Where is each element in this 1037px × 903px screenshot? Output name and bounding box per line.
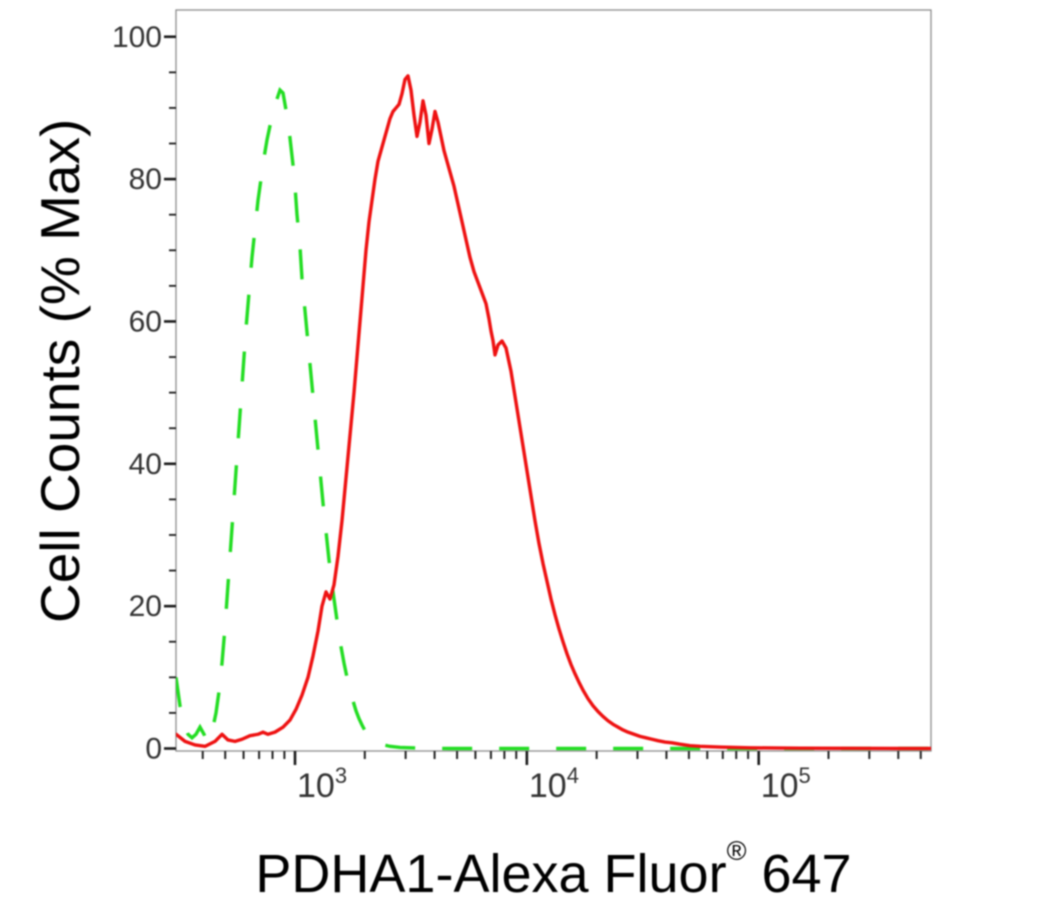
svg-text:20: 20 [129,590,162,623]
svg-text:105: 105 [761,763,811,805]
svg-text:100: 100 [112,21,162,54]
svg-text:60: 60 [129,305,162,338]
svg-text:104: 104 [529,763,579,805]
svg-text:103: 103 [297,763,347,805]
svg-text:0: 0 [145,733,162,766]
svg-text:80: 80 [129,163,162,196]
svg-text:40: 40 [129,448,162,481]
